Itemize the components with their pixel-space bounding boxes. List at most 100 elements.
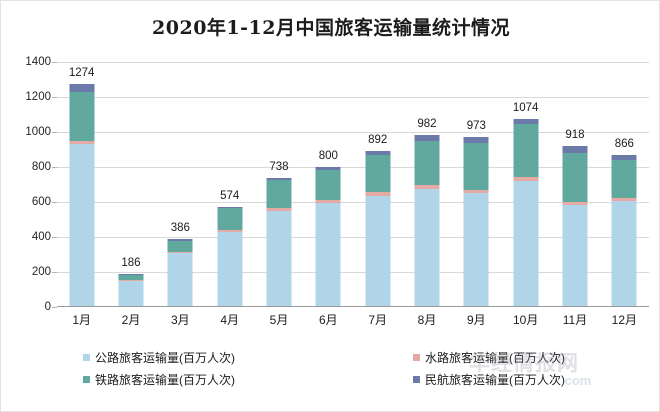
bar-segment[interactable] xyxy=(562,202,588,205)
y-axis-tick-label: 200 xyxy=(31,266,51,278)
bar-group[interactable]: 866 xyxy=(600,62,649,307)
legend-item[interactable]: 铁路旅客运输量(百万人次) xyxy=(83,371,235,388)
bar-segment[interactable] xyxy=(118,280,144,307)
x-axis-tick-label: 3月 xyxy=(170,313,190,327)
bar-group[interactable]: 973 xyxy=(452,62,501,307)
bar-group[interactable]: 1274 xyxy=(57,62,106,307)
legend-label: 民航旅客运输量(百万人次) xyxy=(425,373,565,387)
bar-segment[interactable] xyxy=(562,146,588,153)
bar-value-label: 892 xyxy=(368,133,388,146)
bar-stack[interactable] xyxy=(217,206,243,307)
bar-stack[interactable] xyxy=(611,155,637,307)
bar-value-label: 574 xyxy=(220,189,240,202)
legend-swatch-icon xyxy=(83,376,90,383)
bar-stack[interactable] xyxy=(69,84,95,307)
bar-segment[interactable] xyxy=(69,91,95,142)
bar-stack[interactable] xyxy=(513,119,539,307)
legend-item[interactable]: 水路旅客运输量(百万人次) xyxy=(413,349,565,366)
bar-segment[interactable] xyxy=(69,84,95,92)
bar-segment[interactable] xyxy=(315,199,341,203)
bar-segment[interactable] xyxy=(315,167,341,170)
bar-segment[interactable] xyxy=(365,150,391,156)
bar-segment[interactable] xyxy=(167,251,193,253)
bar-segment[interactable] xyxy=(266,177,292,180)
bar-segment[interactable] xyxy=(463,143,489,190)
bar-stack[interactable] xyxy=(414,135,440,307)
gridline xyxy=(57,97,649,98)
bar-segment[interactable] xyxy=(266,208,292,212)
bar-segment[interactable] xyxy=(69,141,95,145)
bar-segment[interactable] xyxy=(463,193,489,307)
bar-segment[interactable] xyxy=(562,204,588,307)
bar-segment[interactable] xyxy=(315,169,341,200)
bar-segment[interactable] xyxy=(463,189,489,194)
bar-segment[interactable] xyxy=(217,208,243,230)
x-axis-tick-label: 7月 xyxy=(368,313,387,327)
bar-segment[interactable] xyxy=(315,202,341,307)
bar-stack[interactable] xyxy=(365,150,391,307)
bar-segment[interactable] xyxy=(167,252,193,307)
bar-value-label: 973 xyxy=(466,119,486,132)
bar-segment[interactable] xyxy=(266,179,292,209)
bar-segment[interactable] xyxy=(414,140,440,186)
bar-segment[interactable] xyxy=(414,135,440,141)
bar-segment[interactable] xyxy=(167,239,193,241)
x-axis-tick-label: 8月 xyxy=(417,313,437,327)
bar-segment[interactable] xyxy=(365,195,391,307)
bar-segment[interactable] xyxy=(118,279,144,281)
bar-group[interactable]: 892 xyxy=(353,62,402,307)
bar-segment[interactable] xyxy=(118,273,144,275)
bar-stack[interactable] xyxy=(167,239,193,307)
bar-value-label: 982 xyxy=(417,118,437,131)
bar-segment[interactable] xyxy=(463,136,489,144)
bar-segment[interactable] xyxy=(266,211,292,307)
bar-segment[interactable] xyxy=(513,119,539,125)
x-axis-labels: 1月 2月 3月 4月 5月 6月 7月 8月 9月 10月 11月 12月 xyxy=(57,311,649,333)
bar-segment[interactable] xyxy=(611,200,637,307)
bar-segment[interactable] xyxy=(414,188,440,307)
bar-group[interactable]: 1074 xyxy=(501,62,550,307)
bar-segment[interactable] xyxy=(217,231,243,307)
bar-segment[interactable] xyxy=(217,229,243,232)
y-axis-tick-label: 800 xyxy=(31,161,51,173)
y-axis-tick-label: 1200 xyxy=(25,91,51,103)
x-axis-tick-label: 6月 xyxy=(318,313,338,327)
bar-group[interactable]: 918 xyxy=(550,62,599,307)
bar-group[interactable]: 800 xyxy=(304,62,353,307)
bar-segment[interactable] xyxy=(69,144,95,307)
bar-segment[interactable] xyxy=(365,155,391,193)
bar-segment[interactable] xyxy=(217,206,243,209)
y-axis-tick-label: 1400 xyxy=(25,56,51,68)
legend-item[interactable]: 公路旅客运输量(百万人次) xyxy=(83,349,235,366)
y-axis-tick xyxy=(52,307,57,308)
y-axis-tick-label: 400 xyxy=(31,231,51,243)
bar-segment[interactable] xyxy=(611,198,637,201)
bar-group[interactable]: 186 xyxy=(106,62,155,307)
bar-stack[interactable] xyxy=(266,177,292,307)
bar-stack[interactable] xyxy=(118,273,144,307)
bar-segment[interactable] xyxy=(611,155,637,161)
bar-stack[interactable] xyxy=(463,136,489,307)
bar-segment[interactable] xyxy=(365,192,391,196)
bar-segment[interactable] xyxy=(414,185,440,189)
bar-group[interactable]: 386 xyxy=(156,62,205,307)
bar-segment[interactable] xyxy=(513,124,539,177)
x-axis-tick-label: 2月 xyxy=(121,313,141,327)
bar-segment[interactable] xyxy=(118,274,144,280)
bar-stack[interactable] xyxy=(315,167,341,307)
bar-segment[interactable] xyxy=(513,180,539,307)
y-axis-tick-label: 0 xyxy=(44,301,51,313)
legend-swatch-icon xyxy=(413,376,420,383)
x-axis-tick-label: 9月 xyxy=(466,313,486,327)
legend-swatch-icon xyxy=(413,354,420,361)
bar-segment[interactable] xyxy=(562,152,588,203)
bar-group[interactable]: 574 xyxy=(205,62,254,307)
bar-group[interactable]: 982 xyxy=(402,62,451,307)
bar-segment[interactable] xyxy=(611,160,637,199)
bar-segment[interactable] xyxy=(513,176,539,181)
legend-item[interactable]: 民航旅客运输量(百万人次) xyxy=(413,371,565,388)
bar-group[interactable]: 738 xyxy=(254,62,303,307)
bar-stack[interactable] xyxy=(562,146,588,307)
x-axis-tick-label: 12月 xyxy=(611,313,638,327)
bar-segment[interactable] xyxy=(167,240,193,252)
